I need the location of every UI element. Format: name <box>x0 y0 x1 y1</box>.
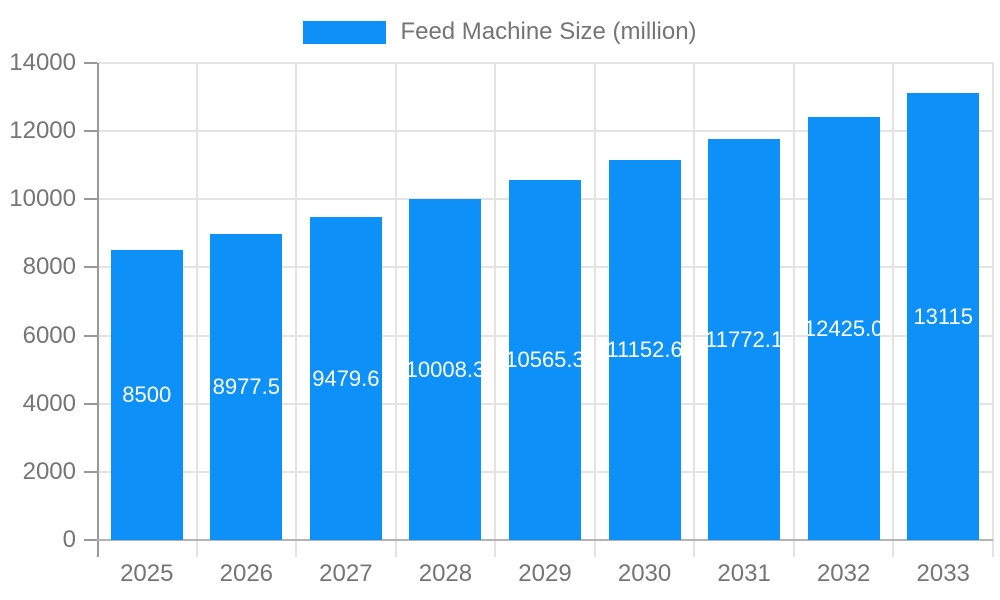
x-gridline <box>992 63 994 557</box>
y-tick-label: 10000 <box>9 185 76 213</box>
x-axis-line <box>97 539 993 541</box>
x-gridline <box>494 63 497 557</box>
bar-2032[interactable]: 12425.0 <box>807 117 880 540</box>
y-tick-label: 8000 <box>22 253 76 281</box>
x-gridline <box>295 63 298 557</box>
x-tick-label-2032: 2032 <box>816 560 871 587</box>
bar-value-label: 10008.3 <box>409 356 482 382</box>
y-tick-label: 12000 <box>9 117 76 145</box>
bar-2031[interactable]: 11772.1 <box>708 139 781 540</box>
y-tick-label: 6000 <box>22 321 76 349</box>
bar-2029[interactable]: 10565.3 <box>509 180 581 540</box>
bar-value-label: 8500 <box>122 382 172 407</box>
x-tick-label-2031: 2031 <box>717 560 771 587</box>
y-tick <box>84 62 97 64</box>
x-gridline <box>593 63 596 557</box>
y-axis-line <box>97 63 99 557</box>
bar-value-label: 13115 <box>913 303 973 329</box>
y-tick-label: 2000 <box>22 457 76 485</box>
x-gridline <box>394 63 397 557</box>
y-gridline <box>97 130 993 133</box>
x-tick-label-2033: 2033 <box>916 560 970 587</box>
y-tick <box>84 470 97 473</box>
y-tick <box>84 334 97 337</box>
bar-value-label: 10565.3 <box>509 347 581 372</box>
x-tick-label-2025: 2025 <box>120 560 174 587</box>
legend[interactable]: Feed Machine Size (million) <box>0 18 1000 46</box>
plot-area: 0 2000 4000 6000 8000 10000 12000 14000 8500 2025… <box>9 50 994 587</box>
bar-value-label: 9479.6 <box>312 365 380 391</box>
y-tick-label: 14000 <box>9 49 76 76</box>
x-gridline <box>892 63 895 557</box>
x-tick-label-2026: 2026 <box>219 560 274 587</box>
bar-2026[interactable]: 8977.5 <box>210 234 283 540</box>
bar-2028[interactable]: 10008.3 <box>409 199 482 540</box>
y-tick <box>84 539 97 541</box>
x-tick-label-2030: 2030 <box>617 560 672 587</box>
y-tick-label: 0 <box>62 526 76 553</box>
y-tick-label: 4000 <box>22 389 76 417</box>
y-tick <box>84 130 97 133</box>
x-tick-label-2029: 2029 <box>518 560 572 587</box>
bar-2027[interactable]: 9479.6 <box>309 217 382 540</box>
bar-2030[interactable]: 11152.6 <box>608 160 681 540</box>
x-tick-label-2028: 2028 <box>418 560 473 587</box>
bar-value-label: 11152.6 <box>608 337 681 362</box>
bar-value-label: 11772.1 <box>708 326 781 352</box>
bar-2025[interactable]: 8500 <box>110 250 183 540</box>
y-tick <box>84 198 97 201</box>
bar-2033[interactable]: 13115 <box>907 93 980 540</box>
x-gridline <box>693 63 696 557</box>
y-tick <box>84 266 97 269</box>
x-gridline <box>195 63 198 557</box>
y-tick <box>84 402 97 405</box>
bar-value-label: 8977.5 <box>212 374 280 399</box>
x-tick-label-2027: 2027 <box>319 560 373 587</box>
legend-label: Feed Machine Size (million) <box>400 18 697 45</box>
bar-value-label: 12425.0 <box>807 315 880 341</box>
legend-swatch-icon <box>303 20 387 44</box>
x-gridline <box>792 63 795 557</box>
y-gridline <box>97 62 993 64</box>
